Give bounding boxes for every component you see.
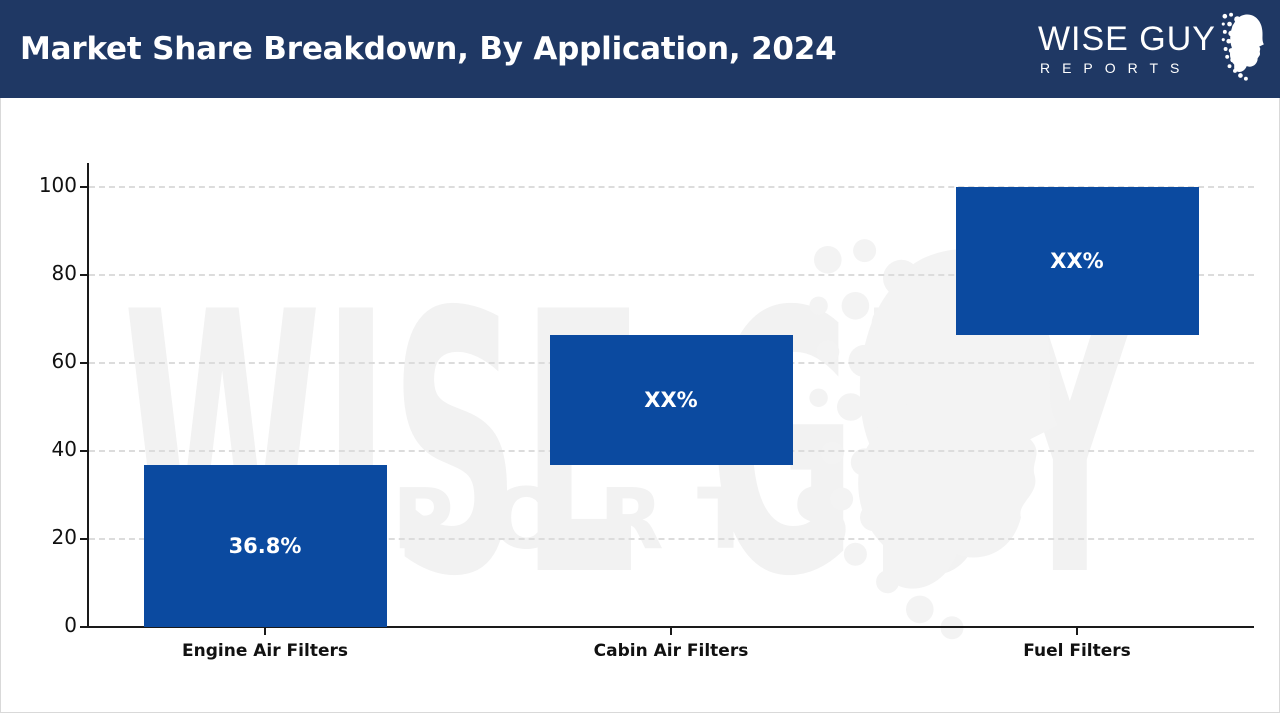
- y-tick-mark: [80, 538, 88, 540]
- y-tick-mark: [80, 626, 88, 628]
- x-category-label: Cabin Air Filters: [593, 641, 749, 661]
- logo-subtext: REPORTS: [1039, 60, 1192, 77]
- plot: 0 20 40 60 80 100 36.8% Engine Air Filters XX% Ca…: [1, 98, 1279, 712]
- y-tick-mark: [80, 450, 88, 452]
- y-tick-label: 80: [51, 261, 77, 285]
- brand-logo: WISE GUY REPORTS: [1038, 10, 1266, 88]
- gridline: [89, 538, 1254, 540]
- chart-title: Market Share Breakdown, By Application, …: [20, 31, 837, 67]
- x-tick-mark: [264, 628, 266, 635]
- bar-fuel-filters: XX%: [955, 187, 1199, 336]
- y-tick-label: 0: [64, 613, 77, 637]
- gridline: [89, 274, 1254, 276]
- x-category-label: Engine Air Filters: [182, 641, 348, 661]
- x-axis-line: [87, 626, 1254, 628]
- header: Market Share Breakdown, By Application, …: [0, 0, 1280, 98]
- y-tick-mark: [80, 362, 88, 364]
- bar-engine-air-filters: 36.8%: [143, 465, 387, 627]
- y-tick-label: 100: [38, 173, 77, 197]
- y-axis-line: [87, 163, 89, 628]
- bar-value-label: XX%: [644, 388, 698, 413]
- y-tick-label: 20: [51, 525, 77, 549]
- y-tick-label: 60: [51, 349, 77, 373]
- x-tick-mark: [670, 628, 672, 635]
- x-category-label: Fuel Filters: [1023, 641, 1131, 661]
- logo-text: WISE GUY REPORTS: [1037, 19, 1216, 77]
- x-tick-mark: [1076, 628, 1078, 635]
- bar-value-label: 36.8%: [228, 534, 302, 559]
- chart-area: WISE GUY REPORTS 0 20 40 60 80 100 36.8% Engine…: [0, 98, 1280, 713]
- bar-cabin-air-filters: XX%: [549, 335, 793, 466]
- y-tick-label: 40: [51, 437, 77, 461]
- logo-face-icon: [1221, 12, 1264, 81]
- bar-value-label: XX%: [1050, 249, 1104, 274]
- logo-wordmark: WISE GUY: [1037, 19, 1216, 58]
- y-tick-mark: [80, 274, 88, 276]
- gridline: [89, 186, 1254, 188]
- y-tick-mark: [80, 186, 88, 188]
